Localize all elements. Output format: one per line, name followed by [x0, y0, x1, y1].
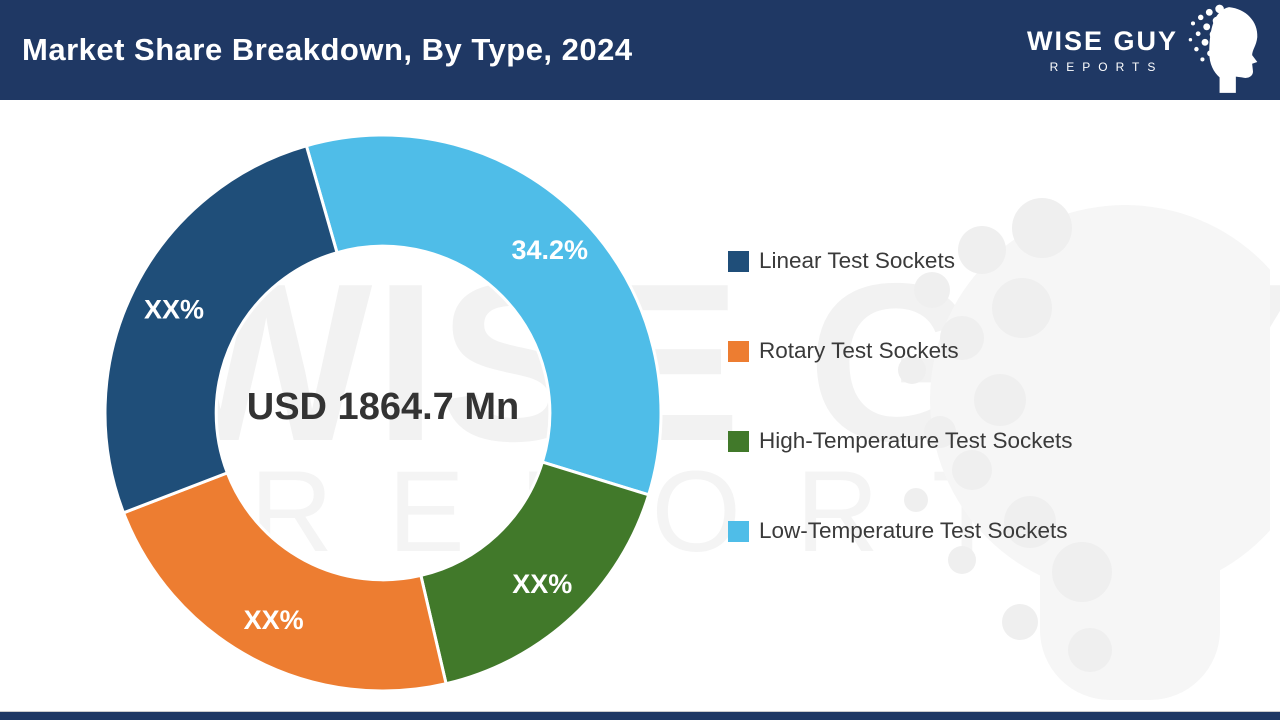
legend-item-low-temp: Low-Temperature Test Sockets	[728, 515, 1072, 547]
footer-hairline	[0, 711, 1280, 712]
legend-label: Rotary Test Sockets	[759, 338, 959, 363]
segment-percent-label: XX%	[244, 605, 304, 635]
legend-label: Linear Test Sockets	[759, 248, 955, 273]
header: Market Share Breakdown, By Type, 2024 WI…	[0, 0, 1280, 100]
legend-swatch-low-temp	[728, 520, 749, 542]
page-title: Market Share Breakdown, By Type, 2024	[22, 32, 633, 67]
segment-percent-label: XX%	[512, 569, 572, 599]
donut-segment-low-temperature-test-sockets	[304, 133, 663, 497]
legend-label: High-Temperature Test Sockets	[759, 428, 1073, 453]
legend-label: Low-Temperature Test Sockets	[759, 518, 1068, 543]
legend-item-linear: Linear Test Sockets	[728, 245, 1072, 277]
logo-subtitle: REPORTS	[1049, 59, 1164, 74]
legend-item-high-temp: High-Temperature Test Sockets	[728, 425, 1072, 457]
wiseguy-logo-text: WISE GUY REPORTS	[1026, 25, 1178, 74]
footer-bar	[0, 712, 1280, 720]
segment-percent-label: 34.2%	[511, 235, 588, 265]
legend-item-rotary: Rotary Test Sockets	[728, 335, 1072, 367]
wiseguy-head-logo-icon	[1188, 4, 1258, 93]
logo-wordmark: WISE GUY	[1026, 25, 1178, 56]
donut-segment-rotary-test-sockets	[122, 471, 448, 693]
legend-swatch-rotary	[728, 340, 749, 362]
segment-percent-label: XX%	[144, 294, 204, 324]
legend: Linear Test Sockets Rotary Test Sockets …	[728, 245, 1072, 605]
chart-center-value: USD 1864.7 Mn	[246, 386, 520, 428]
watermark-head-shape	[898, 198, 1270, 700]
donut-segment-linear-test-sockets	[103, 144, 339, 515]
donut-chart: 34.2% XX% XX% XX%	[103, 133, 663, 693]
wiseguy-logo: WISE GUY REPORTS	[1027, 2, 1266, 98]
legend-swatch-high-temp	[728, 430, 749, 452]
legend-swatch-linear	[728, 250, 749, 272]
